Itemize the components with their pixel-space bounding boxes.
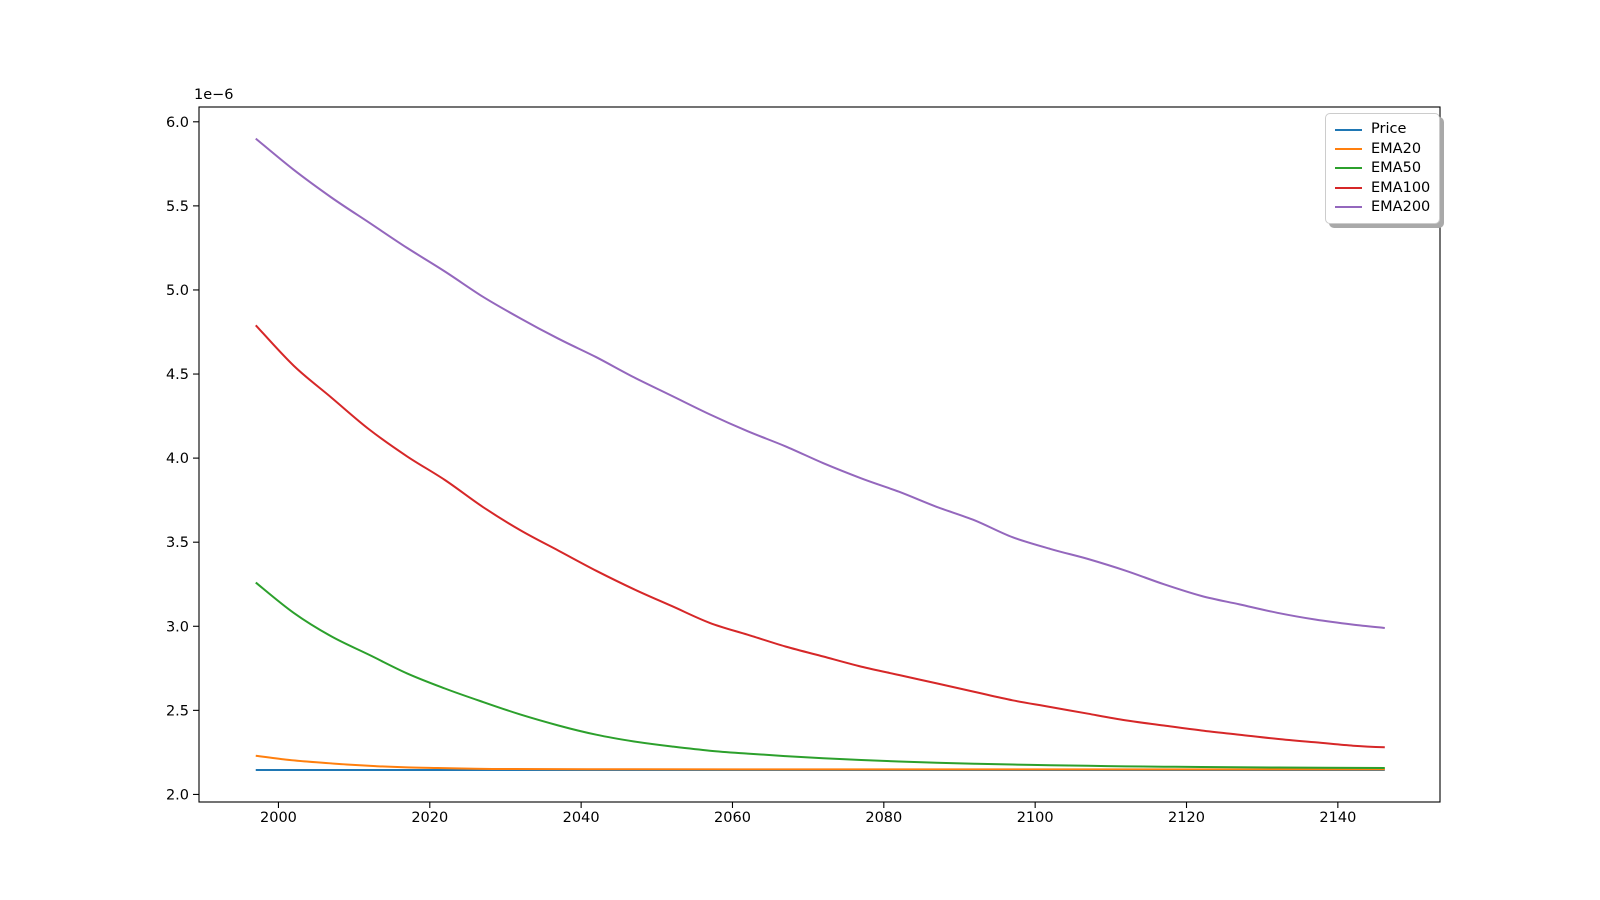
y-tick-label: 5.5 (166, 199, 189, 215)
axes-frame (198, 106, 1441, 803)
series-line-ema100 (255, 324, 1385, 749)
y-tick-label: 3.5 (166, 535, 189, 551)
legend-label: Price (1371, 121, 1407, 138)
y-tick-label: 3.0 (166, 619, 189, 635)
y-tick-label: 2.0 (166, 787, 189, 803)
x-tick-label: 2140 (1319, 810, 1356, 826)
y-tick-label: 5.0 (166, 283, 189, 299)
legend: Price EMA20 EMA50 EMA100 EMA200 (1325, 113, 1441, 224)
legend-line-sample (1335, 206, 1362, 209)
y-tick-label: 6.0 (166, 115, 189, 131)
legend-label: EMA20 (1371, 140, 1422, 157)
x-tick-label: 2100 (1017, 810, 1054, 826)
series-line-ema50 (255, 581, 1385, 769)
series-line-ema20 (255, 754, 1385, 771)
y-tick-label: 4.5 (166, 367, 189, 383)
x-tick-label: 2080 (865, 810, 902, 826)
x-tick-label: 2120 (1168, 810, 1205, 826)
legend-entry-ema200: EMA200 (1335, 198, 1430, 217)
legend-line-sample (1335, 128, 1362, 131)
y-tick-label: 4.0 (166, 451, 189, 467)
legend-line-sample (1335, 148, 1362, 151)
series-line-ema200 (255, 137, 1385, 629)
x-tick-label: 2060 (714, 810, 751, 826)
legend-line-sample (1335, 186, 1362, 189)
y-tick-label: 2.5 (166, 703, 189, 719)
x-tick-label: 2000 (260, 810, 297, 826)
legend-label: EMA200 (1371, 199, 1431, 215)
legend-label: EMA100 (1371, 179, 1431, 196)
legend-entry-ema100: EMA100 (1335, 178, 1430, 197)
legend-label: EMA50 (1371, 160, 1422, 177)
legend-entry-price: Price (1335, 120, 1430, 139)
x-tick-label: 2020 (411, 810, 448, 826)
y-axis-offset-label: 1e−6 (194, 87, 234, 103)
legend-entry-ema50: EMA50 (1335, 159, 1430, 178)
x-tick-label: 2040 (563, 810, 600, 826)
legend-line-sample (1335, 167, 1362, 170)
legend-entry-ema20: EMA20 (1335, 139, 1430, 158)
